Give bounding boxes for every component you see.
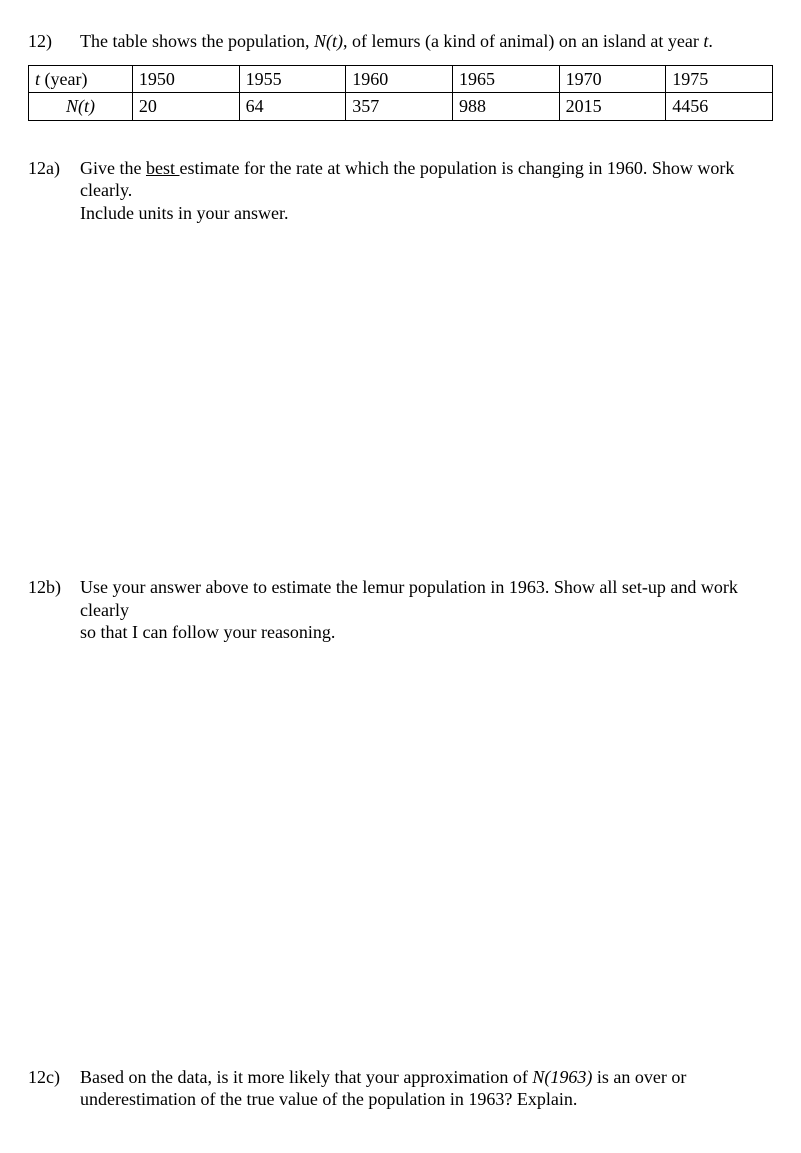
table-cell: 1975 [666, 65, 773, 93]
table-row: N(t) 20 64 357 988 2015 4456 [29, 93, 773, 121]
table-cell: 4456 [666, 93, 773, 121]
workspace-12b [28, 656, 773, 1066]
q12a-line2: Include units in your answer. [80, 203, 288, 223]
q12c-line2: underestimation of the true value of the… [80, 1089, 577, 1109]
question-12c-text: Based on the data, is it more likely tha… [80, 1066, 773, 1111]
q12-text-pre: The table shows the population, [80, 31, 314, 51]
question-12a-prompt: 12a) Give the best estimate for the rate… [28, 157, 773, 225]
q12-text-end: . [708, 31, 713, 51]
table-cell: 1960 [346, 65, 453, 93]
question-12b-number: 12b) [28, 576, 80, 644]
question-12b-prompt: 12b) Use your answer above to estimate t… [28, 576, 773, 644]
table-header-nt: N(t) [29, 93, 133, 121]
table-cell: 20 [132, 93, 239, 121]
table-cell: 357 [346, 93, 453, 121]
table-cell: 1970 [559, 65, 666, 93]
q12c-pre: Based on the data, is it more likely tha… [80, 1067, 532, 1087]
q12c-fn: N(1963) [532, 1067, 592, 1087]
page: 12) The table shows the population, N(t)… [0, 0, 801, 1153]
q12c-post: is an over or [592, 1067, 686, 1087]
question-12-prompt: 12) The table shows the population, N(t)… [28, 30, 773, 53]
table-hdr-unit: (year) [40, 69, 87, 89]
question-12c-number: 12c) [28, 1066, 80, 1111]
table-header-year: t (year) [29, 65, 133, 93]
workspace-12a [28, 236, 773, 576]
question-12-number: 12) [28, 30, 80, 53]
q12-text-mid: , of lemurs (a kind of animal) on an isl… [343, 31, 703, 51]
table-row: t (year) 1950 1955 1960 1965 1970 1975 [29, 65, 773, 93]
question-12b-text: Use your answer above to estimate the le… [80, 576, 773, 644]
table-cell: 1965 [452, 65, 559, 93]
table-cell: 2015 [559, 93, 666, 121]
table-cell: 1950 [132, 65, 239, 93]
q12a-best: best [146, 158, 180, 178]
q12a-post: estimate for the rate at which the popul… [80, 158, 734, 201]
question-12a-text: Give the best estimate for the rate at w… [80, 157, 773, 225]
q12b-line1: Use your answer above to estimate the le… [80, 577, 738, 620]
q12a-pre: Give the [80, 158, 146, 178]
table-cell: 64 [239, 93, 346, 121]
table-cell: 1955 [239, 65, 346, 93]
question-12a-number: 12a) [28, 157, 80, 225]
question-12-text: The table shows the population, N(t), of… [80, 30, 773, 53]
q12b-line2: so that I can follow your reasoning. [80, 622, 335, 642]
question-12c-prompt: 12c) Based on the data, is it more likel… [28, 1066, 773, 1111]
table-cell: 988 [452, 93, 559, 121]
table-hdr-fn: N(t) [66, 96, 95, 116]
q12-fn: N(t) [314, 31, 343, 51]
population-table: t (year) 1950 1955 1960 1965 1970 1975 N… [28, 65, 773, 121]
